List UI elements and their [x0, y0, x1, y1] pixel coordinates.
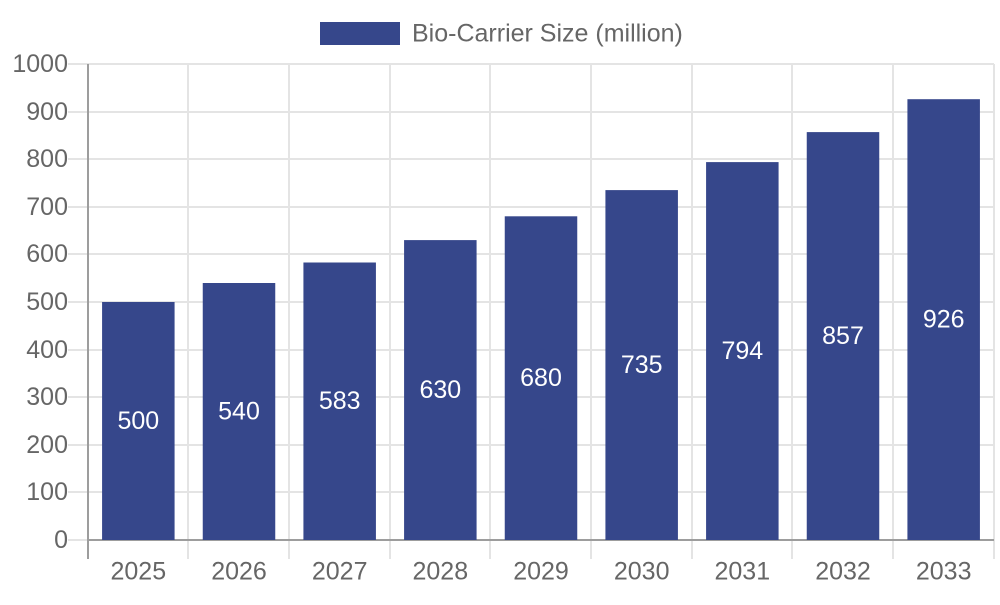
- svg-text:794: 794: [721, 337, 763, 365]
- svg-text:200: 200: [26, 431, 68, 459]
- svg-text:680: 680: [520, 364, 562, 392]
- svg-text:500: 500: [26, 288, 68, 316]
- svg-text:926: 926: [923, 306, 965, 334]
- svg-text:2025: 2025: [110, 558, 166, 586]
- svg-text:Bio-Carrier Size (million): Bio-Carrier Size (million): [412, 20, 683, 48]
- svg-text:600: 600: [26, 240, 68, 268]
- svg-text:583: 583: [319, 387, 361, 415]
- svg-text:800: 800: [26, 145, 68, 173]
- svg-text:2030: 2030: [614, 558, 670, 586]
- svg-text:900: 900: [26, 98, 68, 126]
- svg-text:735: 735: [621, 351, 663, 379]
- svg-text:630: 630: [419, 376, 461, 404]
- svg-text:2033: 2033: [916, 558, 972, 586]
- svg-text:2032: 2032: [815, 558, 871, 586]
- svg-text:300: 300: [26, 383, 68, 411]
- svg-text:2028: 2028: [412, 558, 468, 586]
- svg-text:400: 400: [26, 336, 68, 364]
- svg-text:700: 700: [26, 193, 68, 221]
- svg-text:2026: 2026: [211, 558, 267, 586]
- svg-text:2027: 2027: [312, 558, 368, 586]
- svg-text:100: 100: [26, 478, 68, 506]
- svg-text:2029: 2029: [513, 558, 569, 586]
- svg-text:2031: 2031: [714, 558, 770, 586]
- svg-text:500: 500: [117, 407, 159, 435]
- svg-text:1000: 1000: [12, 50, 68, 78]
- svg-text:0: 0: [54, 526, 68, 554]
- svg-text:857: 857: [822, 322, 864, 350]
- svg-text:540: 540: [218, 398, 260, 426]
